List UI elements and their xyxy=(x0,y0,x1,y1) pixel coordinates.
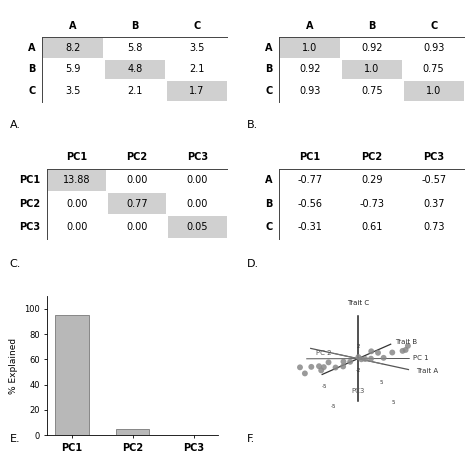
Text: F.: F. xyxy=(246,434,255,444)
Text: 5.9: 5.9 xyxy=(65,64,81,75)
Text: 0.37: 0.37 xyxy=(423,199,445,209)
Text: PC1: PC1 xyxy=(300,152,320,162)
Text: 0.05: 0.05 xyxy=(187,222,208,232)
Text: 1.0: 1.0 xyxy=(426,86,441,96)
Text: B: B xyxy=(28,64,36,75)
Text: 0.00: 0.00 xyxy=(187,199,208,209)
Text: C.: C. xyxy=(9,258,21,269)
Text: C: C xyxy=(193,21,200,31)
Text: 0.00: 0.00 xyxy=(187,175,208,185)
Text: 0.61: 0.61 xyxy=(361,222,383,232)
Text: E.: E. xyxy=(9,434,20,444)
Text: 0.93: 0.93 xyxy=(423,43,444,53)
Text: PC1: PC1 xyxy=(66,152,87,162)
Text: PC3: PC3 xyxy=(187,152,208,162)
Text: 1.0: 1.0 xyxy=(364,64,380,75)
FancyBboxPatch shape xyxy=(105,60,165,79)
Text: 0.92: 0.92 xyxy=(299,64,321,75)
Text: -0.31: -0.31 xyxy=(298,222,322,232)
Text: A: A xyxy=(69,21,77,31)
Text: 2.1: 2.1 xyxy=(127,86,143,96)
Text: 2.1: 2.1 xyxy=(189,64,204,75)
Text: 0.75: 0.75 xyxy=(423,64,445,75)
Text: 0.00: 0.00 xyxy=(66,199,87,209)
Text: 0.93: 0.93 xyxy=(300,86,321,96)
Text: PC2: PC2 xyxy=(19,199,40,209)
Text: -0.73: -0.73 xyxy=(359,199,384,209)
Text: 4.8: 4.8 xyxy=(127,64,143,75)
FancyBboxPatch shape xyxy=(167,81,227,101)
Text: 0.00: 0.00 xyxy=(66,222,87,232)
Text: B: B xyxy=(265,199,273,209)
Text: PC2: PC2 xyxy=(361,152,383,162)
Text: 0.73: 0.73 xyxy=(423,222,445,232)
Text: PC2: PC2 xyxy=(127,152,147,162)
Text: B: B xyxy=(265,64,273,75)
Text: -0.77: -0.77 xyxy=(298,175,323,185)
FancyBboxPatch shape xyxy=(168,216,227,238)
Text: 5.8: 5.8 xyxy=(127,43,143,53)
Text: PC1: PC1 xyxy=(19,175,40,185)
Bar xyxy=(55,315,89,435)
Text: -0.56: -0.56 xyxy=(298,199,323,209)
Text: 0.92: 0.92 xyxy=(361,43,383,53)
Text: A: A xyxy=(265,43,273,53)
Text: B: B xyxy=(368,21,375,31)
Text: 3.5: 3.5 xyxy=(65,86,81,96)
Text: C: C xyxy=(265,222,273,232)
Text: 1.7: 1.7 xyxy=(189,86,204,96)
FancyBboxPatch shape xyxy=(280,38,340,58)
Text: PC3: PC3 xyxy=(423,152,444,162)
Text: 0.29: 0.29 xyxy=(361,175,383,185)
Text: 13.88: 13.88 xyxy=(63,175,91,185)
Y-axis label: % Explained: % Explained xyxy=(9,338,18,394)
FancyBboxPatch shape xyxy=(404,81,464,101)
FancyBboxPatch shape xyxy=(108,193,166,214)
FancyBboxPatch shape xyxy=(47,170,106,191)
Text: 0.00: 0.00 xyxy=(127,222,148,232)
Text: -0.57: -0.57 xyxy=(421,175,446,185)
Text: A.: A. xyxy=(9,119,20,130)
Text: B.: B. xyxy=(246,119,258,130)
Text: A: A xyxy=(28,43,36,53)
Text: C: C xyxy=(28,86,36,96)
Text: A: A xyxy=(265,175,273,185)
Bar xyxy=(116,429,149,435)
Text: 0.00: 0.00 xyxy=(127,175,148,185)
Text: 3.5: 3.5 xyxy=(189,43,204,53)
Text: 0.77: 0.77 xyxy=(126,199,148,209)
Text: C: C xyxy=(430,21,437,31)
Text: PC3: PC3 xyxy=(19,222,40,232)
FancyBboxPatch shape xyxy=(342,60,402,79)
Text: C: C xyxy=(265,86,273,96)
Text: 1.0: 1.0 xyxy=(302,43,318,53)
Text: D.: D. xyxy=(246,258,259,269)
FancyBboxPatch shape xyxy=(43,38,103,58)
Text: 0.75: 0.75 xyxy=(361,86,383,96)
Text: B: B xyxy=(131,21,138,31)
Text: 8.2: 8.2 xyxy=(65,43,81,53)
Text: A: A xyxy=(306,21,314,31)
